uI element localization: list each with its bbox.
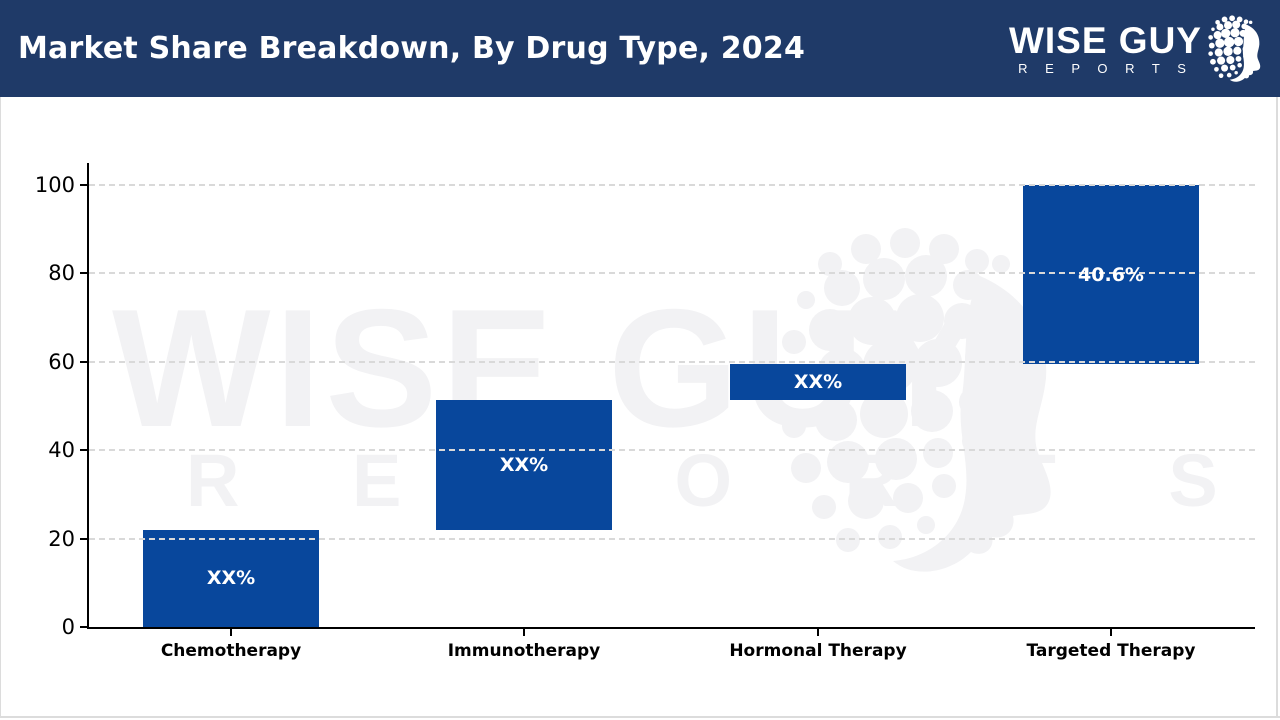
- bar-hormonal-therapy: [730, 364, 906, 400]
- x-tick-mark-targeted-therapy: [1110, 629, 1112, 636]
- gridline-60: [89, 360, 1255, 363]
- wise-guy-reports-logo: WISE GUY R E P O R T S: [1009, 9, 1280, 89]
- x-axis-label-chemotherapy: Chemotherapy: [160, 641, 302, 661]
- gridline-100: [89, 184, 1255, 186]
- bar-chemotherapy: [143, 529, 319, 627]
- x-axis-label-targeted-therapy: Targeted Therapy: [1026, 641, 1196, 661]
- bar-value-label-targeted-therapy: 40.6%: [1078, 263, 1144, 286]
- gridline-40: [89, 449, 1255, 452]
- y-tick-label-40: 40: [48, 438, 75, 463]
- x-tick-mark-hormonal-therapy: [817, 629, 819, 636]
- page-border-left: [0, 97, 1, 718]
- y-tick-label-80: 80: [48, 261, 75, 286]
- y-tick-mark-80: [80, 272, 89, 275]
- header-band: Market Share Breakdown, By Drug Type, 20…: [0, 0, 1280, 97]
- bar-value-label-immunotherapy: XX%: [499, 453, 549, 476]
- y-tick-label-60: 60: [48, 349, 75, 374]
- page-border-right: [1276, 97, 1278, 718]
- y-tick-label-100: 100: [34, 173, 75, 197]
- y-tick-mark-100: [80, 184, 89, 186]
- bar-targeted-therapy: [1023, 185, 1199, 365]
- y-tick-mark-0: [80, 626, 89, 628]
- gridline-80: [89, 272, 1255, 275]
- x-tick-mark-immunotherapy: [523, 629, 525, 636]
- x-tick-mark-chemotherapy: [230, 629, 232, 636]
- y-tick-label-0: 0: [61, 615, 75, 639]
- logo-subtitle: R E P O R T S: [1018, 61, 1193, 76]
- x-axis-line: [87, 627, 1255, 629]
- logo-text: WISE GUY R E P O R T S: [1009, 22, 1202, 75]
- y-tick-mark-40: [80, 449, 89, 452]
- gridline-20: [89, 537, 1255, 540]
- y-axis-line: [87, 163, 89, 629]
- x-axis-label-immunotherapy: Immunotherapy: [447, 641, 601, 661]
- y-tick-mark-20: [80, 537, 89, 540]
- page-title: Market Share Breakdown, By Drug Type, 20…: [18, 31, 806, 66]
- y-tick-mark-60: [80, 360, 89, 363]
- y-tick-label-20: 20: [48, 526, 75, 551]
- logo-wordmark: WISE GUY: [1008, 20, 1202, 61]
- bar-immunotherapy: [436, 399, 612, 530]
- bar-value-label-chemotherapy: XX%: [206, 567, 256, 590]
- page-border-bottom: [0, 716, 1280, 718]
- bar-value-label-hormonal-therapy: XX%: [793, 371, 843, 394]
- x-axis-label-hormonal-therapy: Hormonal Therapy: [729, 641, 907, 661]
- dot-face-profile-icon: [1206, 9, 1264, 89]
